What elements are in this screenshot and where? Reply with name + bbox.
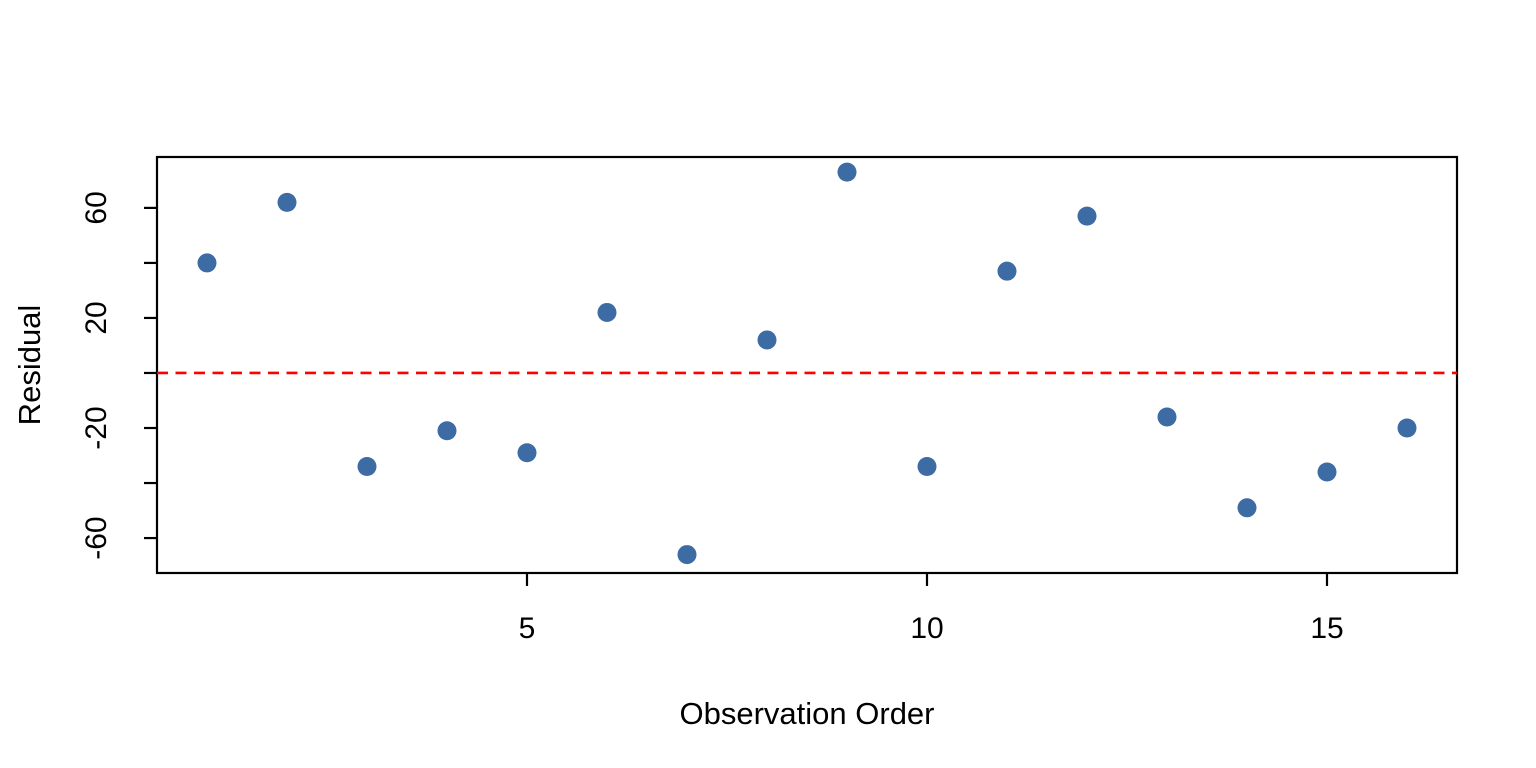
x-tick-label: 15: [1310, 612, 1343, 645]
plot-area: -60 -20 20 60 5 10 15: [80, 155, 1459, 645]
y-axis-title: Residual: [12, 305, 47, 426]
data-point: [1317, 462, 1337, 482]
data-point: [997, 261, 1017, 281]
y-tick-label: 20: [80, 301, 113, 334]
x-tick-label: 5: [519, 612, 536, 645]
y-tick-label: -60: [80, 516, 113, 559]
data-point: [837, 162, 857, 182]
data-point: [197, 253, 217, 273]
x-axis-title: Observation Order: [680, 696, 935, 731]
data-point: [917, 457, 937, 477]
data-point: [1157, 407, 1177, 427]
data-point: [277, 192, 297, 212]
data-point: [517, 443, 537, 463]
data-point: [437, 421, 457, 441]
plot-border: [155, 155, 1459, 575]
data-point: [1077, 206, 1097, 226]
y-tick-label: -20: [80, 406, 113, 449]
data-point: [357, 457, 377, 477]
y-tick-label: 60: [80, 191, 113, 224]
data-point: [597, 302, 617, 322]
data-point: [1397, 418, 1417, 438]
x-tick-label: 10: [910, 612, 943, 645]
data-point: [757, 330, 777, 350]
data-point: [677, 545, 697, 565]
data-point: [1237, 498, 1257, 518]
